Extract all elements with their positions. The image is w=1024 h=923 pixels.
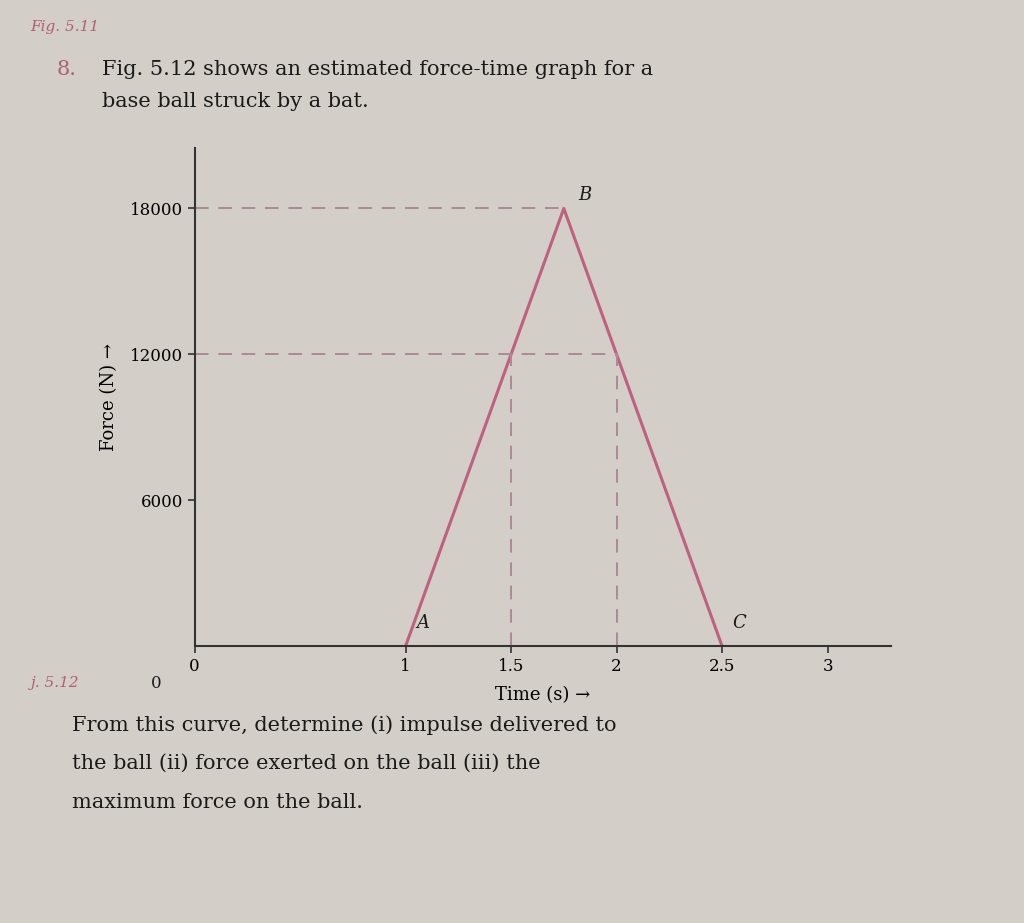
Text: the ball (ii) force exerted on the ball (iii) the: the ball (ii) force exerted on the ball … bbox=[72, 754, 541, 773]
Text: 0: 0 bbox=[152, 676, 162, 692]
Text: base ball struck by a bat.: base ball struck by a bat. bbox=[102, 92, 369, 112]
Text: A: A bbox=[416, 614, 429, 631]
Text: Fig. 5.11: Fig. 5.11 bbox=[31, 20, 100, 34]
Text: From this curve, determine (i) impulse delivered to: From this curve, determine (i) impulse d… bbox=[72, 715, 616, 735]
Text: maximum force on the ball.: maximum force on the ball. bbox=[72, 793, 362, 812]
X-axis label: Time (s) →: Time (s) → bbox=[495, 686, 591, 704]
Text: j. 5.12: j. 5.12 bbox=[31, 676, 79, 689]
Text: Fig. 5.12 shows an estimated force-time graph for a: Fig. 5.12 shows an estimated force-time … bbox=[102, 60, 653, 79]
Text: C: C bbox=[732, 614, 746, 631]
Text: B: B bbox=[579, 186, 592, 204]
Text: 8.: 8. bbox=[56, 60, 77, 79]
Y-axis label: Force (N) →: Force (N) → bbox=[100, 342, 119, 451]
